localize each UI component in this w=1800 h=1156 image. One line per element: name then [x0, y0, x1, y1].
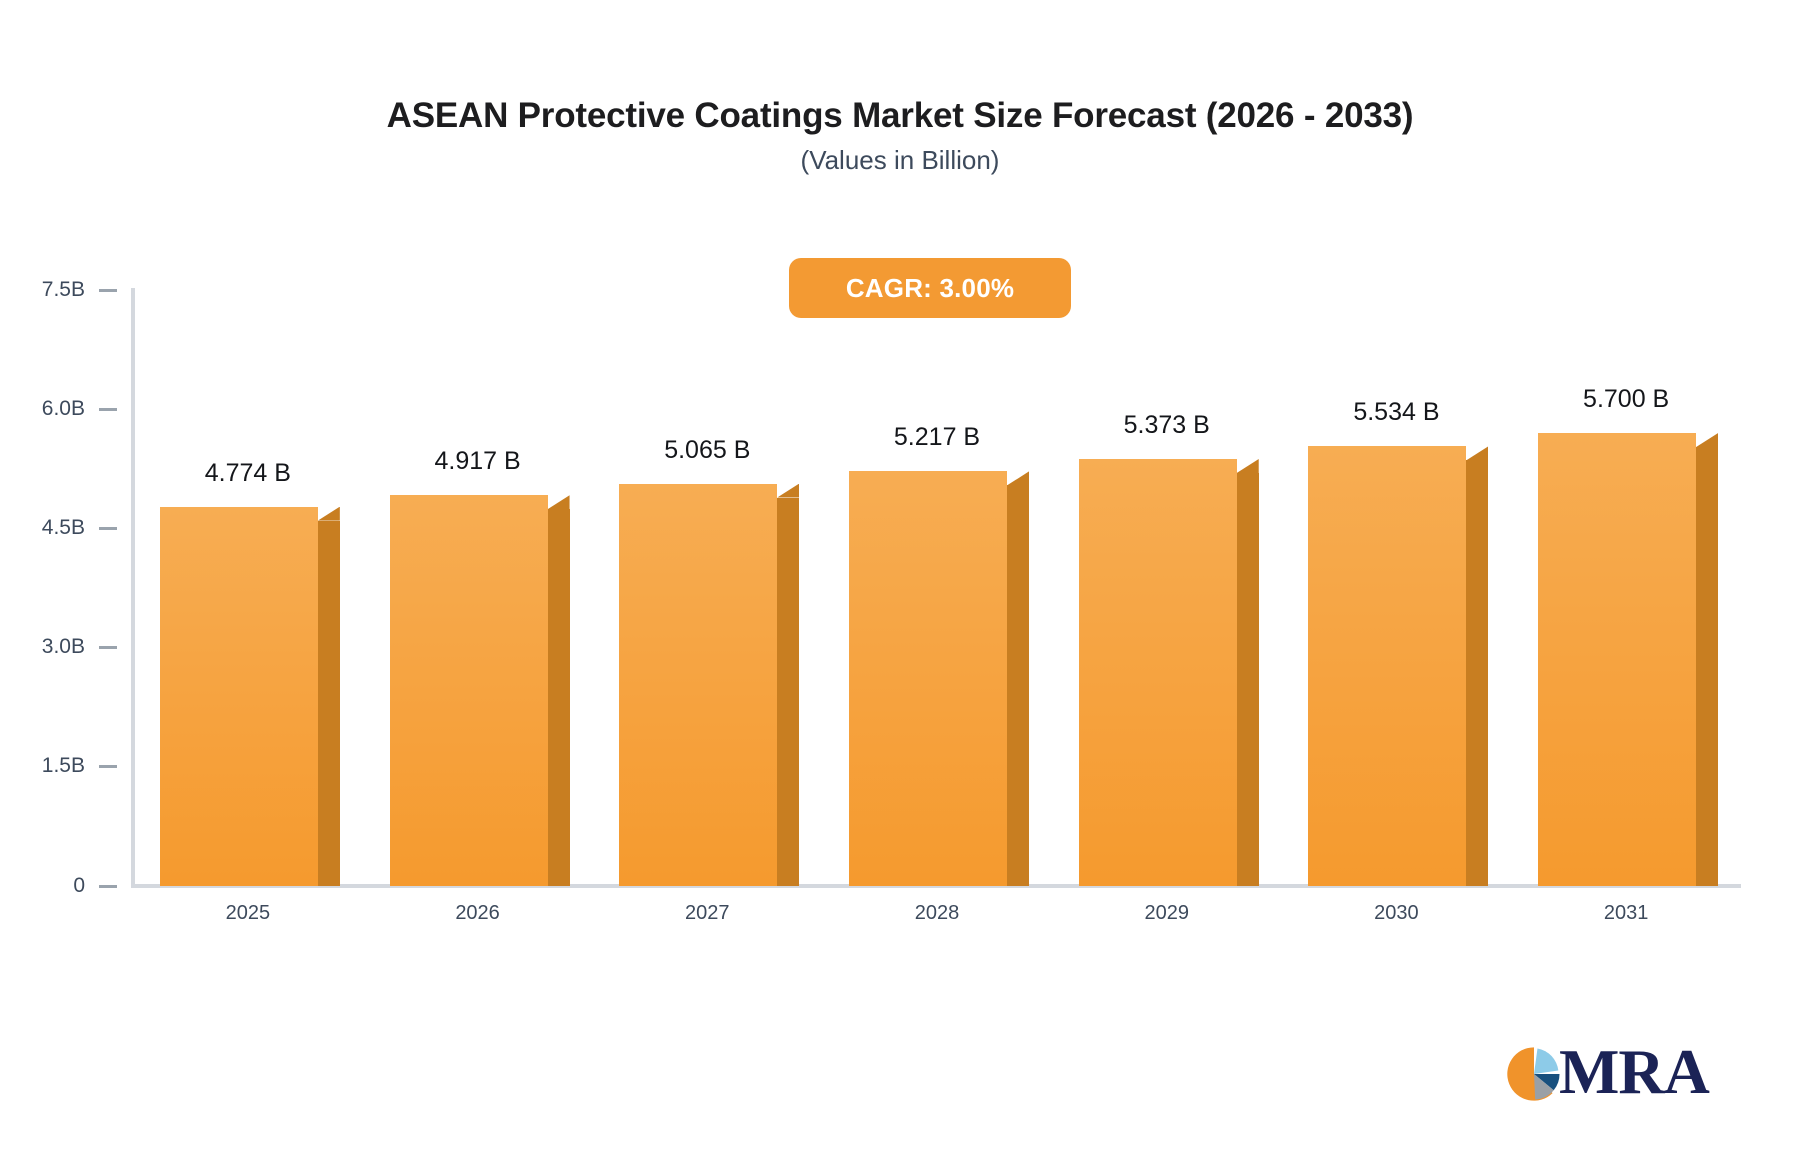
bar-front-face [849, 471, 1007, 886]
y-axis-tick-label: 3.0B [41, 635, 85, 659]
bar-value-label: 5.217 B [893, 423, 981, 452]
bar-top-chamfer [317, 506, 340, 521]
y-axis-tick-mark [99, 407, 117, 411]
x-axis-tick-label: 2029 [1144, 902, 1189, 924]
bar-front-face [1308, 446, 1467, 886]
bar-top-chamfer [1466, 446, 1489, 461]
bar-value-label: 5.700 B [1583, 385, 1670, 414]
y-axis-tick-mark [99, 288, 117, 292]
bar[interactable] [619, 483, 800, 886]
cagr-badge: CAGR: 3.00% [789, 258, 1071, 318]
bar-front-face [159, 506, 318, 886]
bar-side-face [777, 497, 800, 886]
page-title: ASEAN Protective Coatings Market Size Fo… [386, 96, 1414, 135]
bar-side-face [1466, 460, 1489, 886]
pie-chart-icon [1505, 1045, 1563, 1103]
y-axis-tick-mark [99, 884, 117, 888]
bar-side-face [1007, 485, 1029, 886]
y-axis-tick-mark [99, 526, 117, 530]
y-axis-tick-mark [99, 765, 117, 769]
bar-value-label: 4.774 B [204, 458, 291, 487]
bar-top-chamfer [1696, 433, 1719, 448]
y-axis-tick-label: 0 [73, 873, 85, 897]
bar-front-face [1078, 459, 1237, 886]
bar-side-face [317, 520, 340, 886]
bar-top-chamfer [1236, 459, 1259, 474]
bar[interactable] [1308, 446, 1489, 886]
bar-side-face [1696, 447, 1719, 886]
cagr-badge-label: CAGR: 3.00% [845, 272, 1015, 303]
x-axis-line [131, 884, 1741, 888]
bar-front-face [619, 483, 778, 886]
bar[interactable] [1078, 459, 1259, 886]
bar-front-face [389, 495, 548, 886]
bar-value-label: 4.917 B [434, 447, 521, 476]
bar[interactable] [849, 471, 1029, 886]
x-axis-tick-label: 2027 [685, 902, 730, 924]
bar-top-chamfer [547, 495, 570, 510]
y-axis-line [131, 288, 135, 888]
bar-value-label: 5.373 B [1123, 411, 1210, 440]
x-axis-tick-label: 2031 [1603, 902, 1649, 924]
bar-top-chamfer [777, 483, 800, 498]
x-axis-tick-label: 2028 [914, 902, 960, 924]
x-axis-tick-label: 2026 [455, 902, 500, 924]
bar-value-label: 5.065 B [664, 435, 751, 464]
y-axis-tick-label: 1.5B [41, 754, 85, 778]
bar-value-label: 5.534 B [1353, 398, 1440, 427]
bar-side-face [1236, 473, 1259, 886]
bar[interactable] [159, 506, 340, 886]
brand-logo-text: MRA [1559, 1036, 1710, 1107]
bar[interactable] [1538, 433, 1719, 886]
y-axis-tick-label: 7.5B [41, 277, 85, 301]
bar-side-face [547, 509, 570, 886]
bar-top-chamfer [1007, 471, 1029, 486]
x-axis-tick-label: 2030 [1374, 902, 1419, 924]
chart-subtitle: (Values in Billion) [800, 145, 1000, 175]
y-axis-tick-label: 6.0B [41, 396, 85, 420]
x-axis-tick-label: 2025 [225, 902, 271, 924]
bar[interactable] [389, 495, 570, 886]
y-axis-tick-label: 4.5B [41, 515, 85, 539]
brand-logo: MRA [1505, 1036, 1715, 1107]
bar-front-face [1538, 433, 1697, 886]
y-axis-tick-mark [99, 646, 117, 650]
